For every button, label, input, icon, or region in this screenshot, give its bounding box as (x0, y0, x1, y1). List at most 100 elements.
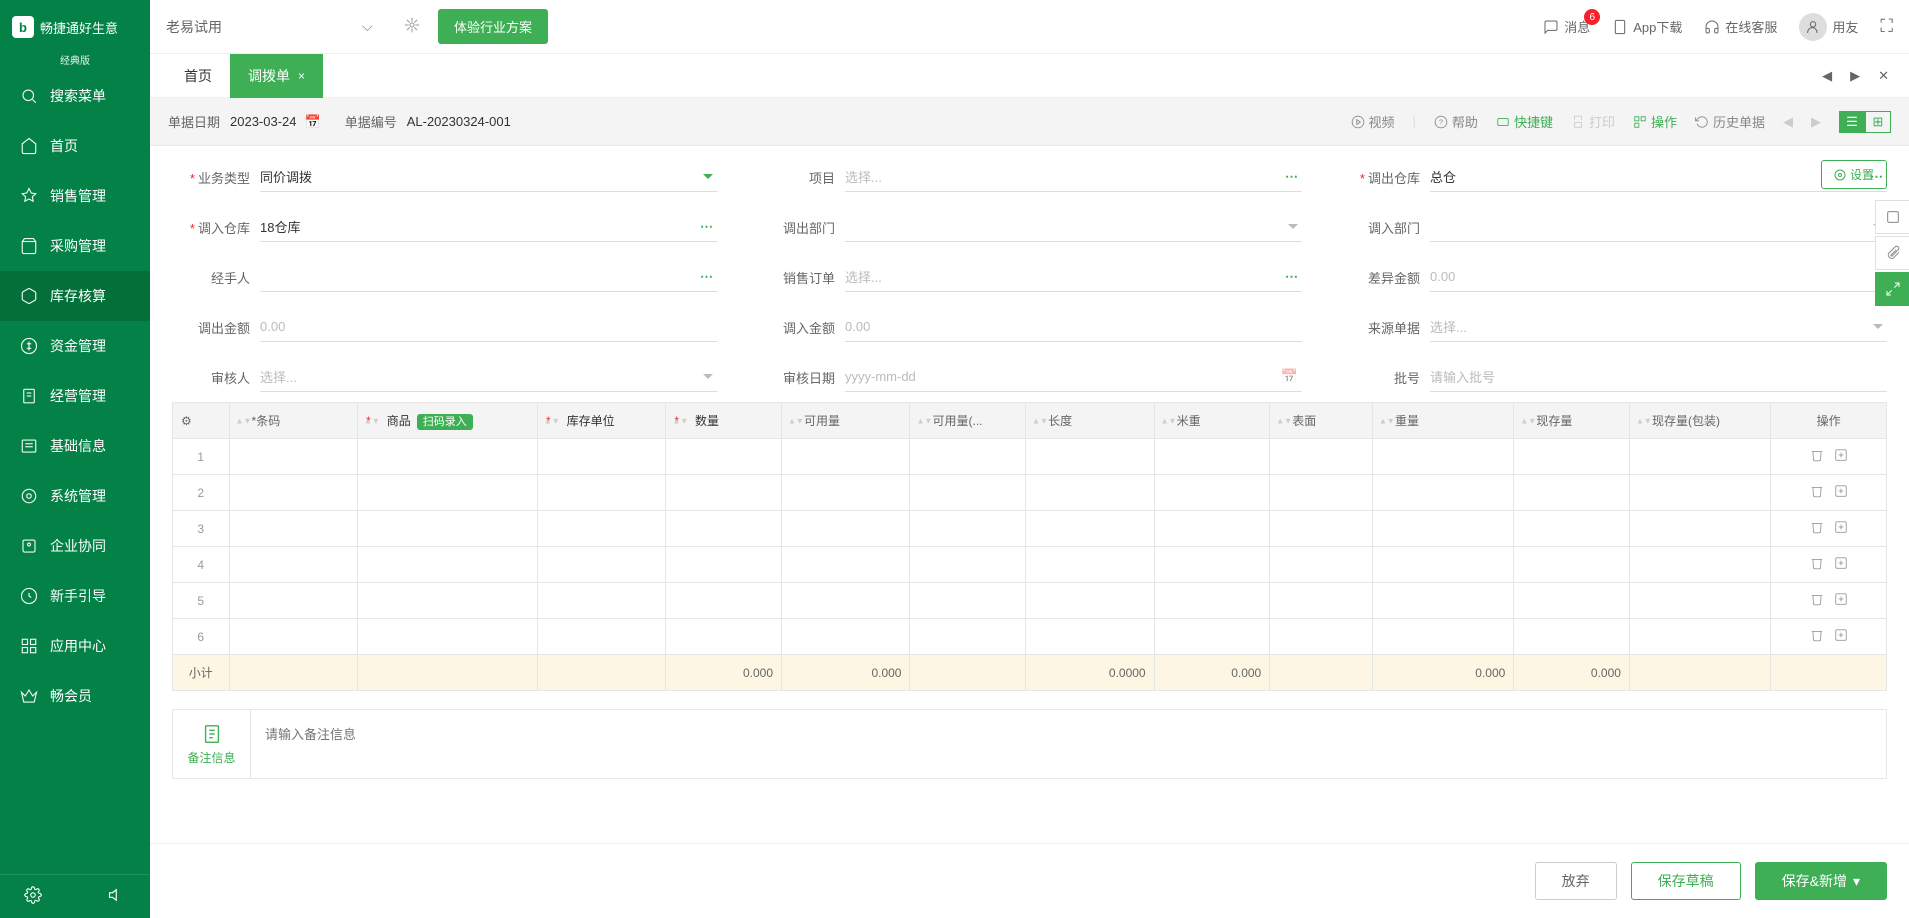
rail-attach-icon[interactable] (1875, 236, 1909, 270)
docno-label: 单据编号 (345, 112, 397, 131)
date-label: 单据日期 (168, 112, 220, 131)
sidebar-item-8[interactable]: 系统管理 (0, 471, 150, 521)
user-menu[interactable]: 用友 (1799, 13, 1858, 41)
col-surface[interactable]: ▲▼表面 (1270, 403, 1373, 439)
sidebar-item-1[interactable]: 首页 (0, 121, 150, 171)
col-unit[interactable]: ▲▼库存单位 (537, 403, 665, 439)
sidebar-item-7[interactable]: 基础信息 (0, 421, 150, 471)
auditor-select[interactable]: 选择... (260, 362, 717, 392)
table-row[interactable]: 4 (173, 547, 1887, 583)
col-length[interactable]: ▲▼长度 (1026, 403, 1154, 439)
next-doc-icon[interactable]: ▶ (1811, 114, 1821, 130)
delete-icon[interactable] (1810, 520, 1824, 537)
col-stock[interactable]: ▲▼现存量 (1514, 403, 1630, 439)
audit-date-input[interactable]: yyyy-mm-dd (845, 362, 1302, 392)
add-icon[interactable] (1834, 484, 1848, 501)
in-warehouse-select[interactable]: 18仓库 (260, 212, 717, 242)
sidebar-item-10[interactable]: 新手引导 (0, 571, 150, 621)
gear-icon[interactable] (404, 17, 420, 36)
delete-icon[interactable] (1810, 592, 1824, 609)
col-product[interactable]: ▲▼商品扫码录入 (358, 403, 538, 439)
close-icon[interactable]: × (298, 69, 305, 83)
add-icon[interactable] (1834, 628, 1848, 645)
col-avail[interactable]: ▲▼可用量 (782, 403, 910, 439)
tab-home[interactable]: 首页 (166, 54, 230, 98)
handler-select[interactable] (260, 262, 717, 292)
guide-icon (20, 587, 38, 605)
in-dept-select[interactable] (1430, 212, 1887, 242)
table-row[interactable]: 6 (173, 619, 1887, 655)
table-row[interactable]: 2 (173, 475, 1887, 511)
ops-action[interactable]: 操作 (1633, 112, 1677, 131)
shortcut-action[interactable]: 快捷键 (1496, 112, 1553, 131)
remark-input[interactable] (251, 710, 1886, 778)
tenant-selector[interactable]: 老易试用 ⌵ (166, 17, 386, 37)
out-dept-select[interactable] (845, 212, 1302, 242)
col-weight-m[interactable]: ▲▼米重 (1154, 403, 1270, 439)
messages-link[interactable]: 消息 6 (1543, 17, 1590, 36)
add-icon[interactable] (1834, 592, 1848, 609)
video-action[interactable]: 视频 (1351, 112, 1395, 131)
source-doc-select[interactable]: 选择... (1430, 312, 1887, 342)
history-action[interactable]: 历史单据 (1695, 112, 1765, 131)
sidebar-item-2[interactable]: 销售管理 (0, 171, 150, 221)
rail-expand-icon[interactable] (1875, 272, 1909, 306)
date-value[interactable]: 2023-03-24 (230, 114, 297, 129)
prev-doc-icon[interactable]: ◀ (1783, 114, 1793, 130)
rail-note-icon[interactable] (1875, 200, 1909, 234)
help-action[interactable]: ?帮助 (1434, 112, 1478, 131)
delete-icon[interactable] (1810, 484, 1824, 501)
project-select[interactable]: 选择... (845, 162, 1302, 192)
print-action[interactable]: 打印 (1571, 112, 1615, 131)
table-row[interactable]: 3 (173, 511, 1887, 547)
out-warehouse-select[interactable]: 总仓 (1430, 162, 1887, 192)
customer-service-link[interactable]: 在线客服 (1704, 17, 1777, 36)
sidebar-item-0[interactable]: 搜索菜单 (0, 71, 150, 121)
delete-icon[interactable] (1810, 556, 1824, 573)
sidebar-item-9[interactable]: 企业协同 (0, 521, 150, 571)
add-icon[interactable] (1834, 556, 1848, 573)
tab-close-all-icon[interactable]: ✕ (1874, 64, 1893, 88)
diff-amount-field: 0.00 (1430, 262, 1887, 292)
col-weight[interactable]: ▲▼重量 (1373, 403, 1514, 439)
sidebar-item-6[interactable]: 经营管理 (0, 371, 150, 421)
table-row[interactable]: 5 (173, 583, 1887, 619)
fullscreen-icon[interactable]: ⛶ (1880, 16, 1893, 37)
biz-type-select[interactable]: 同价调拨 (260, 162, 717, 192)
sale-order-select[interactable]: 选择... (845, 262, 1302, 292)
tab-prev-icon[interactable]: ◀ (1818, 64, 1836, 88)
view-list-icon[interactable]: ☰ (1839, 111, 1865, 133)
col-avail-pkg[interactable]: ▲▼可用量(... (910, 403, 1026, 439)
sidebar-item-5[interactable]: 资金管理 (0, 321, 150, 371)
add-icon[interactable] (1834, 520, 1848, 537)
settings-icon[interactable] (24, 886, 42, 907)
sidebar-item-12[interactable]: 畅会员 (0, 671, 150, 721)
delete-icon[interactable] (1810, 448, 1824, 465)
save-draft-button[interactable]: 保存草稿 (1631, 862, 1741, 900)
experience-button[interactable]: 体验行业方案 (438, 9, 548, 44)
app-download-link[interactable]: App下载 (1612, 17, 1682, 36)
calendar-icon[interactable]: 📅 (305, 114, 321, 130)
items-table: ⚙ ▲▼*条码 ▲▼商品扫码录入 ▲▼库存单位 ▲▼数量 ▲▼可用量 ▲▼可用量… (172, 402, 1887, 691)
delete-icon[interactable] (1810, 628, 1824, 645)
info-icon (20, 437, 38, 455)
tab-next-icon[interactable]: ▶ (1846, 64, 1864, 88)
gear-col[interactable]: ⚙ (173, 403, 230, 439)
sidebar-footer (0, 874, 150, 918)
col-stock-pkg[interactable]: ▲▼现存量(包装) (1629, 403, 1770, 439)
save-new-button[interactable]: 保存&新增▾ (1755, 862, 1887, 900)
sound-icon[interactable] (108, 886, 126, 907)
col-barcode[interactable]: ▲▼*条码 (229, 403, 357, 439)
batch-input[interactable]: 请输入批号 (1430, 362, 1887, 392)
tab-allocation[interactable]: 调拨单 × (230, 54, 323, 98)
table-row[interactable]: 1 (173, 439, 1887, 475)
sidebar-item-11[interactable]: 应用中心 (0, 621, 150, 671)
view-card-icon[interactable]: ⊞ (1865, 111, 1891, 133)
sidebar-item-3[interactable]: 采购管理 (0, 221, 150, 271)
discard-button[interactable]: 放弃 (1535, 862, 1617, 900)
sidebar-item-4[interactable]: 库存核算 (0, 271, 150, 321)
in-amount-field: 0.00 (845, 312, 1302, 342)
search-icon (20, 87, 38, 105)
col-qty[interactable]: ▲▼数量 (666, 403, 782, 439)
add-icon[interactable] (1834, 448, 1848, 465)
